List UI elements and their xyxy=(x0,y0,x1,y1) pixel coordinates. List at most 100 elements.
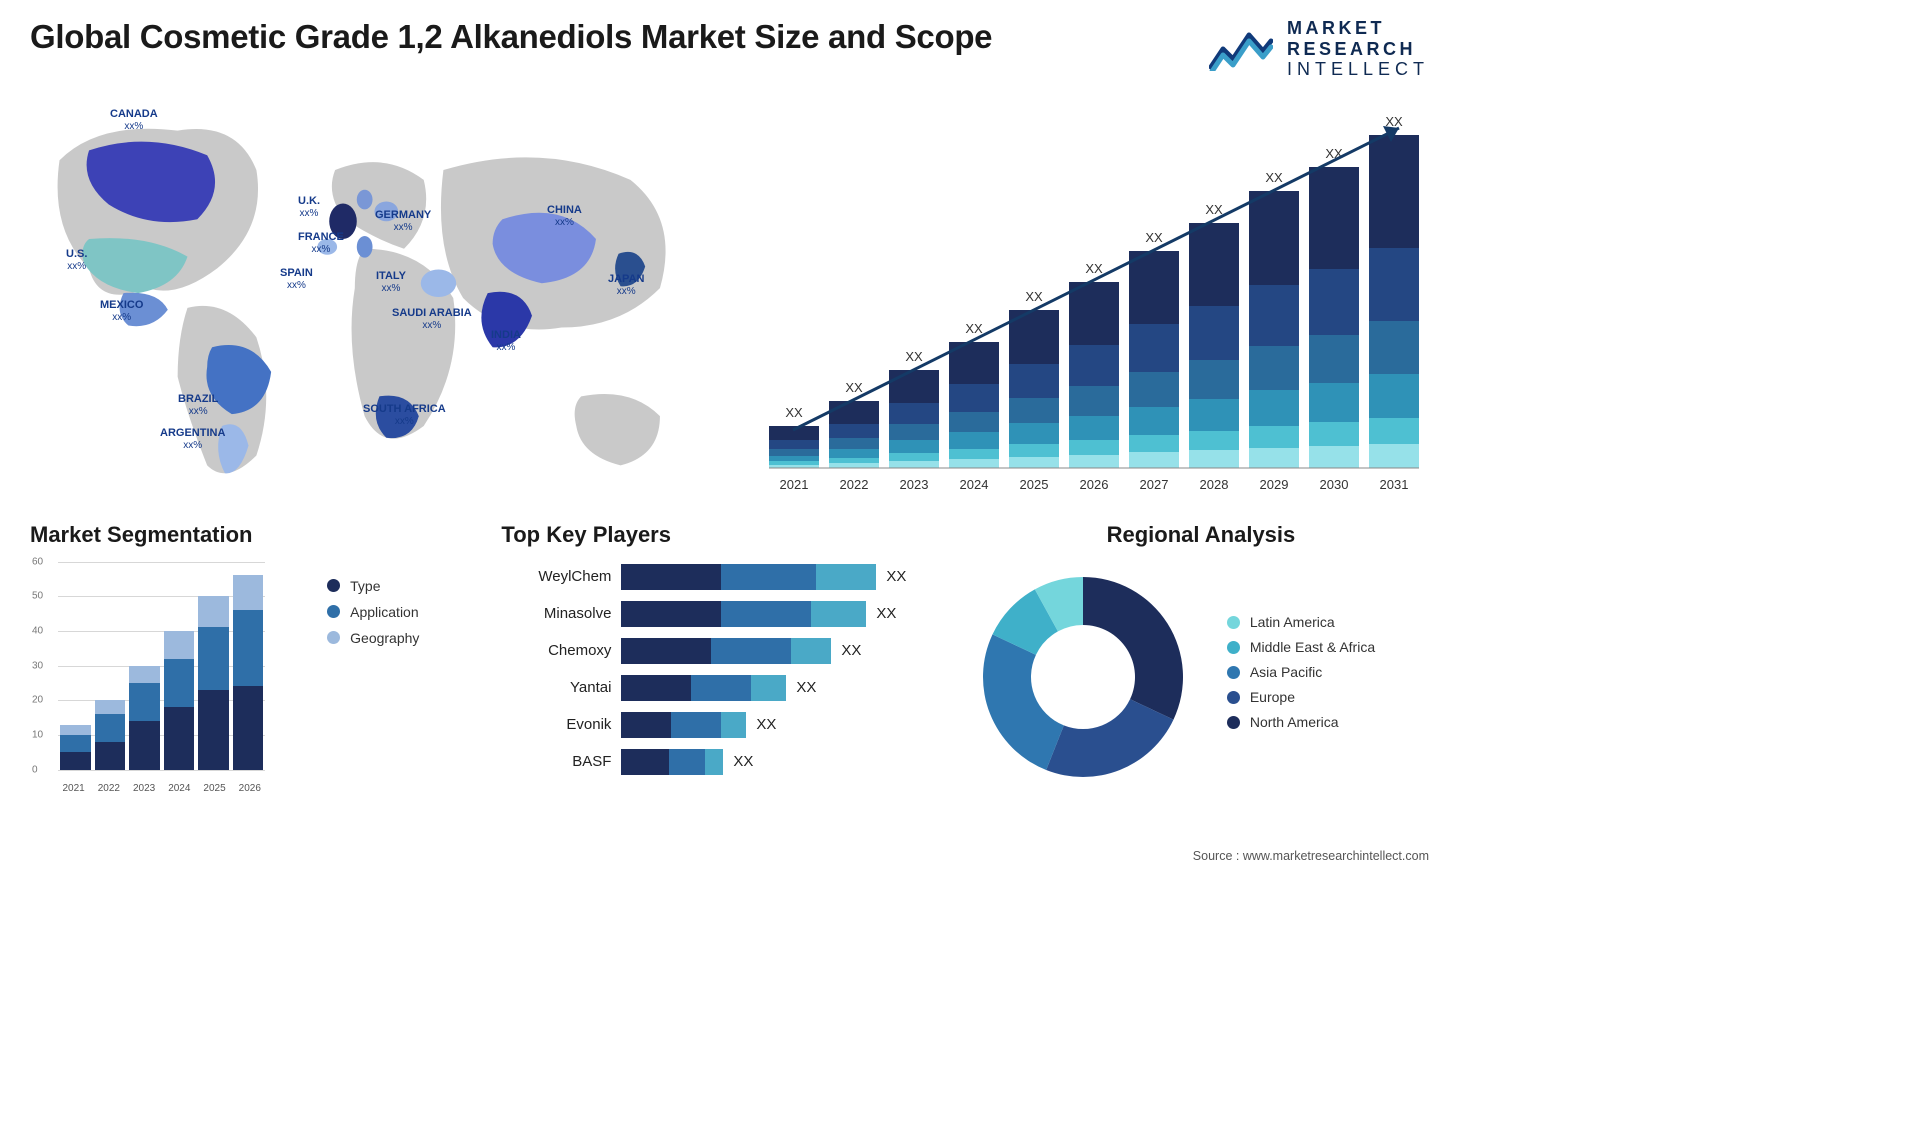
segmentation-title: Market Segmentation xyxy=(30,522,465,548)
logo-line1: MARKET xyxy=(1287,18,1429,39)
growth-bar-label: XX xyxy=(1009,289,1059,304)
map-label-u-s-: U.S.xx% xyxy=(66,248,87,273)
key-player-bar xyxy=(621,564,876,590)
regional-panel: Regional Analysis Latin America Middle Ea… xyxy=(973,522,1429,812)
growth-bar-2025: XX xyxy=(1009,310,1059,467)
growth-bar-label: XX xyxy=(1069,261,1119,276)
map-label-south-africa: SOUTH AFRICAxx% xyxy=(363,403,446,428)
growth-bar-2028: XX xyxy=(1189,223,1239,468)
segmentation-bar-2023 xyxy=(129,666,160,770)
growth-xaxis-year: 2023 xyxy=(889,477,939,492)
growth-xaxis-year: 2031 xyxy=(1369,477,1419,492)
segmentation-chart: 0102030405060 202120222023202420252026 T… xyxy=(30,562,465,792)
map-label-italy: ITALYxx% xyxy=(376,270,406,295)
segmentation-panel: Market Segmentation 0102030405060 202120… xyxy=(30,522,465,812)
regional-legend-item: North America xyxy=(1227,714,1375,730)
key-player-value: XX xyxy=(796,679,816,696)
regional-title: Regional Analysis xyxy=(973,522,1429,548)
seg-xaxis-year: 2025 xyxy=(199,783,230,794)
growth-bar-label: XX xyxy=(1309,146,1359,161)
seg-ytick: 20 xyxy=(32,695,43,706)
seg-ytick: 50 xyxy=(32,591,43,602)
key-player-name: WeylChem xyxy=(501,568,621,585)
donut-slice xyxy=(983,634,1064,770)
regional-legend-item: Middle East & Africa xyxy=(1227,639,1375,655)
key-player-name: Yantai xyxy=(501,679,621,696)
seg-legend-item: Type xyxy=(327,578,419,594)
key-player-row: MinasolveXX xyxy=(501,601,936,627)
map-label-brazil: BRAZILxx% xyxy=(178,393,218,418)
growth-bar-2024: XX xyxy=(949,342,999,468)
growth-bar-2021: XX xyxy=(769,426,819,468)
growth-bar-label: XX xyxy=(1189,202,1239,217)
growth-bar-label: XX xyxy=(949,321,999,336)
world-map: CANADAxx%U.S.xx%MEXICOxx%BRAZILxx%ARGENT… xyxy=(30,98,719,498)
seg-xaxis-year: 2021 xyxy=(58,783,89,794)
key-player-bar xyxy=(621,638,831,664)
seg-legend-item: Application xyxy=(327,604,419,620)
growth-bar-label: XX xyxy=(1129,230,1179,245)
growth-xaxis-year: 2022 xyxy=(829,477,879,492)
logo-line2: RESEARCH xyxy=(1287,39,1429,60)
seg-xaxis-year: 2026 xyxy=(234,783,265,794)
growth-bar-label: XX xyxy=(1369,114,1419,129)
map-label-saudi-arabia: SAUDI ARABIAxx% xyxy=(392,307,472,332)
map-label-mexico: MEXICOxx% xyxy=(100,299,143,324)
brand-logo: MARKET RESEARCH INTELLECT xyxy=(1209,18,1429,80)
seg-legend-item: Geography xyxy=(327,630,419,646)
seg-ytick: 0 xyxy=(32,764,38,775)
segmentation-bar-2022 xyxy=(95,700,126,769)
growth-xaxis-year: 2026 xyxy=(1069,477,1119,492)
seg-xaxis-year: 2023 xyxy=(128,783,159,794)
logo-mark-icon xyxy=(1209,27,1273,71)
key-player-bar xyxy=(621,601,866,627)
map-label-china: CHINAxx% xyxy=(547,204,582,229)
map-label-india: INDIAxx% xyxy=(491,329,521,354)
key-player-value: XX xyxy=(841,642,861,659)
regional-legend-item: Latin America xyxy=(1227,614,1375,630)
growth-bar-label: XX xyxy=(889,349,939,364)
growth-bar-2030: XX xyxy=(1309,167,1359,468)
key-players-title: Top Key Players xyxy=(501,522,936,548)
growth-bar-2022: XX xyxy=(829,401,879,467)
regional-legend-item: Europe xyxy=(1227,689,1375,705)
growth-xaxis-year: 2030 xyxy=(1309,477,1359,492)
seg-xaxis-year: 2022 xyxy=(93,783,124,794)
growth-xaxis-year: 2021 xyxy=(769,477,819,492)
segmentation-bar-2021 xyxy=(60,725,91,770)
growth-bar-label: XX xyxy=(769,405,819,420)
segmentation-bar-2025 xyxy=(198,596,229,769)
key-player-row: WeylChemXX xyxy=(501,564,936,590)
map-label-spain: SPAINxx% xyxy=(280,267,313,292)
growth-bar-label: XX xyxy=(829,380,879,395)
seg-ytick: 30 xyxy=(32,660,43,671)
page-title: Global Cosmetic Grade 1,2 Alkanediols Ma… xyxy=(30,18,992,56)
seg-xaxis-year: 2024 xyxy=(164,783,195,794)
map-label-canada: CANADAxx% xyxy=(110,108,158,133)
key-player-row: BASF XX xyxy=(501,749,936,775)
key-player-name: Evonik xyxy=(501,716,621,733)
key-player-bar xyxy=(621,675,786,701)
growth-xaxis-year: 2024 xyxy=(949,477,999,492)
source-attribution: Source : www.marketresearchintellect.com xyxy=(1193,849,1429,863)
key-player-value: XX xyxy=(876,605,896,622)
segmentation-bar-2026 xyxy=(233,575,264,769)
key-player-row: Evonik XX xyxy=(501,712,936,738)
growth-xaxis-year: 2025 xyxy=(1009,477,1059,492)
growth-bar-2027: XX xyxy=(1129,251,1179,468)
regional-legend-item: Asia Pacific xyxy=(1227,664,1375,680)
key-player-name: BASF xyxy=(501,753,621,770)
growth-xaxis-year: 2029 xyxy=(1249,477,1299,492)
key-player-bar xyxy=(621,712,746,738)
key-players-panel: Top Key Players WeylChemXXMinasolveXXChe… xyxy=(501,522,936,812)
seg-ytick: 60 xyxy=(32,556,43,567)
seg-ytick: 40 xyxy=(32,625,43,636)
growth-bar-2029: XX xyxy=(1249,191,1299,467)
segmentation-bar-2024 xyxy=(164,631,195,770)
growth-xaxis-year: 2027 xyxy=(1129,477,1179,492)
donut-slice xyxy=(1083,577,1183,720)
key-player-value: XX xyxy=(733,753,753,770)
key-player-value: XX xyxy=(756,716,776,733)
key-player-name: Chemoxy xyxy=(501,642,621,659)
map-label-u-k-: U.K.xx% xyxy=(298,195,320,220)
